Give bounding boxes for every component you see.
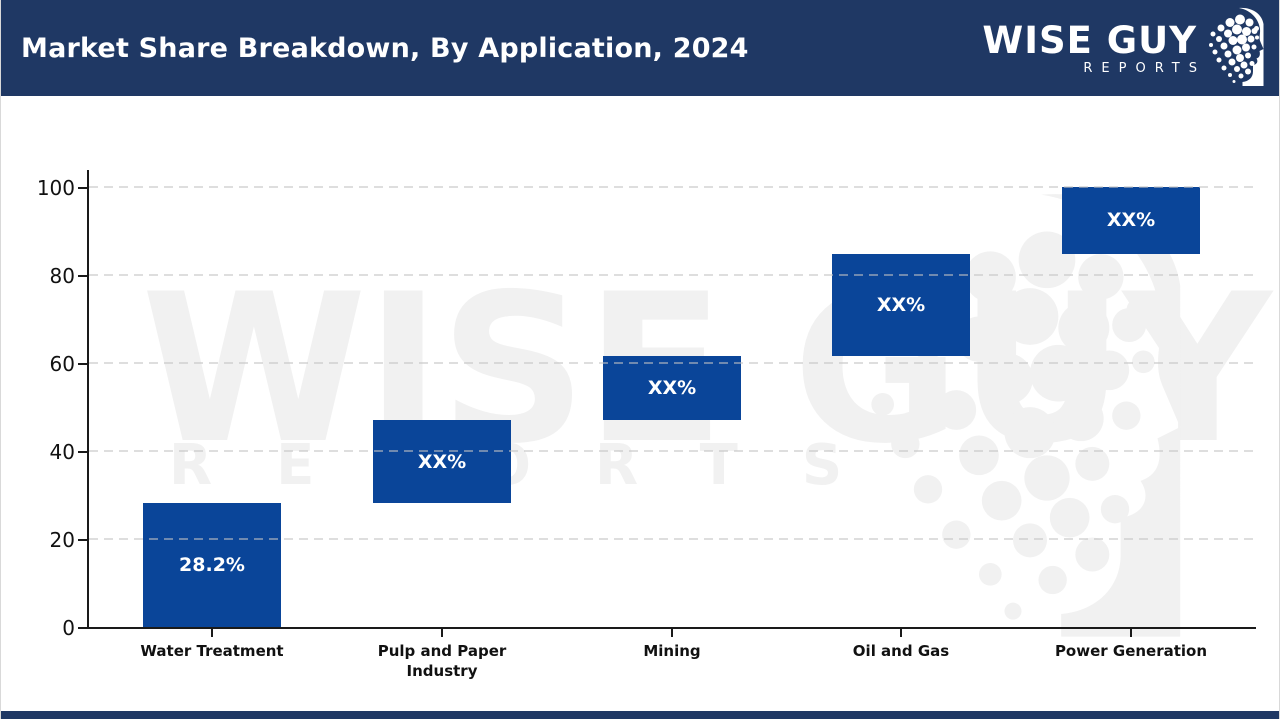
gridline [89,274,1256,276]
y-tick-label: 40 [49,440,75,464]
x-category-label: Power Generation [1054,642,1208,660]
chart-bar: XX% [603,356,741,421]
gridline [89,186,1256,188]
chart-bar: 28.2% [143,502,281,627]
y-tick-mark [78,275,87,277]
gridline [89,538,1256,540]
y-tick-label: 0 [62,616,75,640]
y-tick-label: 80 [49,264,75,288]
bar-value-label: XX% [876,294,926,317]
y-tick-mark [78,451,87,453]
x-category-label: Mining [643,642,701,660]
y-axis-line [87,170,89,629]
x-tick-mark [671,629,673,637]
x-category-label: Water Treatment [140,642,284,660]
x-tick-mark [441,629,443,637]
x-category-label: Pulp and Paper Industry [377,642,507,681]
bar-value-label: XX% [417,450,467,473]
watermark-head-icon [843,175,1183,649]
x-axis-line [87,627,1256,629]
chart-bar: XX% [1062,187,1200,254]
y-tick-label: 60 [49,352,75,376]
chart-bar: XX% [832,253,970,357]
brand-name: WISE GUY [982,18,1197,62]
brand-subtitle: REPORTS [1083,60,1206,76]
bar-value-label: 28.2% [179,553,245,576]
y-tick-mark [78,539,87,541]
x-tick-mark [1130,629,1132,637]
dotted-head-profile-icon [1203,6,1265,90]
y-tick-mark [78,363,87,365]
chart-bar: XX% [373,420,511,503]
gridline [89,450,1256,452]
brand-logo-text: WISE GUY REPORTS [982,22,1197,75]
x-tick-mark [211,629,213,637]
bar-value-label: XX% [1106,209,1156,232]
watermark-brand-subtitle: REPORTS [169,433,907,498]
page-title: Market Share Breakdown, By Application, … [21,32,749,64]
x-tick-mark [900,629,902,637]
brand-logo: WISE GUY REPORTS [982,6,1265,90]
y-tick-label: 100 [36,176,75,200]
y-tick-label: 20 [49,528,75,552]
bar-value-label: XX% [647,377,697,400]
header-bar: Market Share Breakdown, By Application, … [1,0,1279,96]
y-tick-mark [78,627,87,629]
footer-bar [1,711,1279,719]
y-tick-mark [78,187,87,189]
x-category-label: Oil and Gas [852,642,950,660]
gridline [89,362,1256,364]
